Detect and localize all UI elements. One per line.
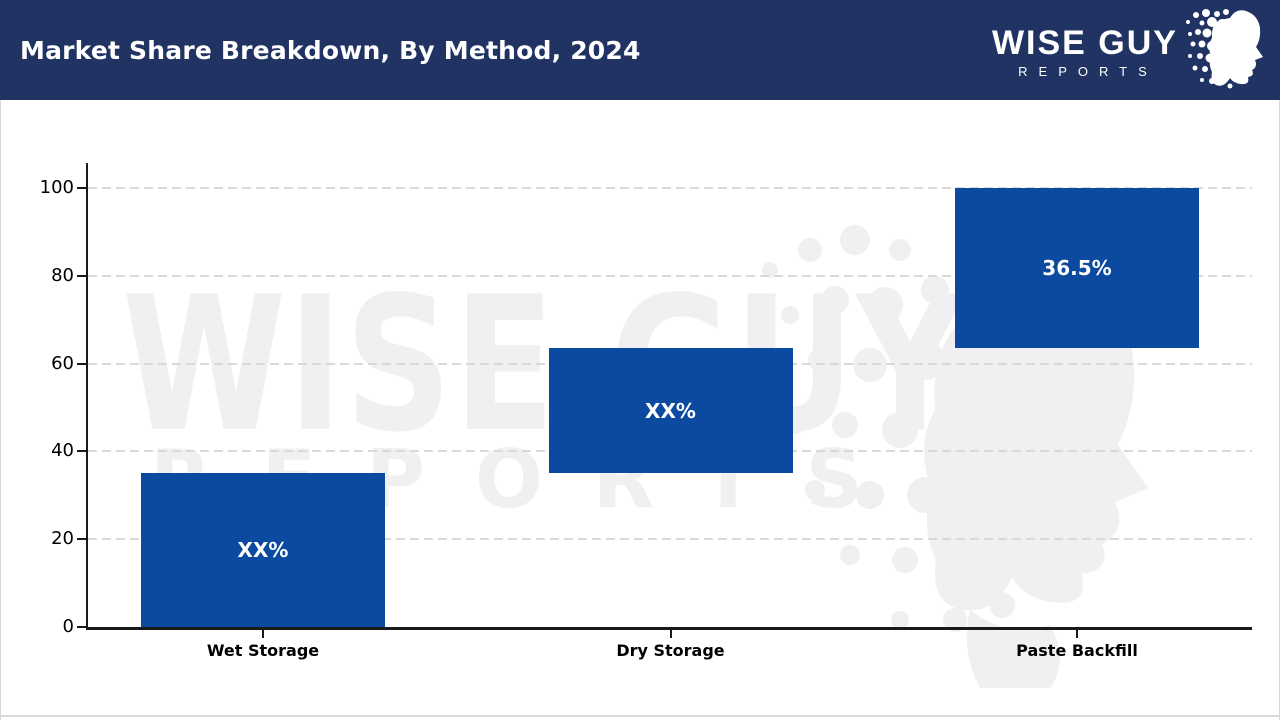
x-tick-2 [669, 629, 672, 638]
gridline-100 [88, 187, 1252, 189]
x-category-label: Dry Storage [616, 641, 725, 660]
bar-wet-storage: XX% [141, 473, 385, 627]
y-tick-0 [77, 626, 86, 628]
y-tick-label-40: 40 [51, 440, 74, 462]
y-tick-20 [77, 538, 86, 541]
y-tick-label-60: 60 [51, 352, 74, 374]
x-tick-3 [1076, 629, 1078, 638]
bar-value-label: XX% [645, 398, 696, 423]
y-tick-label-20: 20 [51, 528, 74, 550]
bottom-edge-line [0, 715, 1280, 717]
wise-guy-face-icon [1186, 9, 1263, 89]
x-axis-line [86, 627, 1252, 630]
x-tick-1 [262, 629, 264, 638]
y-tick-label-0: 0 [62, 616, 74, 637]
bar-paste-backfill: 36.5% [955, 188, 1199, 349]
left-edge-line [0, 100, 1, 720]
y-tick-label-100: 100 [39, 177, 74, 198]
x-category-label: Paste Backfill [1016, 641, 1138, 660]
gridline-20 [88, 538, 1252, 541]
logo-wordmark: WISE GUY [991, 24, 1178, 62]
header-bar: Market Share Breakdown, By Method, 2024 … [0, 0, 1280, 100]
x-category-label: Wet Storage [206, 641, 320, 660]
y-tick-label-80: 80 [51, 264, 74, 286]
y-axis-line [86, 163, 88, 629]
y-tick-60 [77, 362, 86, 365]
y-tick-100 [77, 187, 86, 189]
y-tick-40 [77, 450, 86, 453]
logo-subtitle: REPORTS [1018, 64, 1158, 79]
gridline-80 [88, 274, 1252, 277]
logo-text: WISE GUY REPORTS [992, 26, 1178, 78]
bar-value-label: XX% [237, 538, 289, 563]
waterfall-chart: WISE GUY REPORTS 0 20 40 60 80 100 XX% Wet Stor… [0, 100, 1280, 720]
page-title: Market Share Breakdown, By Method, 2024 [20, 35, 641, 65]
y-tick-80 [77, 274, 86, 277]
bar-value-label: 36.5% [1042, 256, 1112, 281]
bar-dry-storage: XX% [548, 348, 793, 474]
wise-guy-logo: WISE GUY REPORTS [992, 6, 1266, 94]
